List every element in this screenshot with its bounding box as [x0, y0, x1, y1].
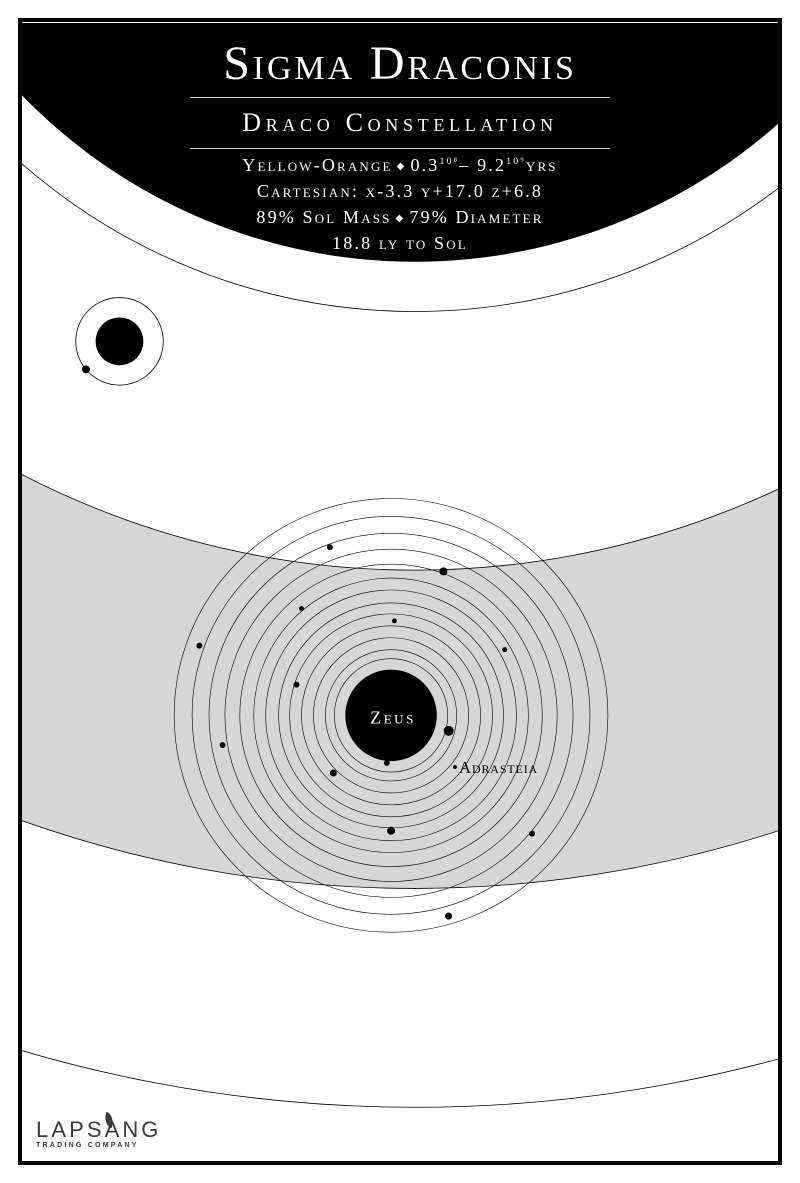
rule-top [190, 97, 610, 98]
logo-sub: TRADING COMPANY [36, 1142, 162, 1149]
logo-main: LAPSANG [36, 1119, 162, 1141]
logo: LAPSANG TRADING COMPANY [36, 1119, 162, 1149]
poster-frame: 0.210 AU0.557 AU1.016 AU1.306 AU0.650 AU… [18, 18, 782, 1165]
zeus-label: Zeus [370, 708, 416, 729]
star-title: Sigma Draconis [22, 36, 778, 91]
header-block: Sigma Draconis Draco Constellation Yello… [22, 36, 778, 259]
info-line-1: Yellow-Orange◆0.310⁸– 9.210⁹yrs [22, 155, 778, 176]
info-line-2: Cartesian: x-3.3 y+17.0 z+6.8 [22, 181, 778, 202]
rule-bottom [190, 148, 610, 149]
constellation-subtitle: Draco Constellation [22, 104, 778, 142]
info-line-4: 18.8 ly to Sol [22, 233, 778, 254]
adrasteia-label: •Adrasteia [452, 758, 538, 778]
info-line-3: 89% Sol Mass◆79% Diameter [22, 207, 778, 228]
